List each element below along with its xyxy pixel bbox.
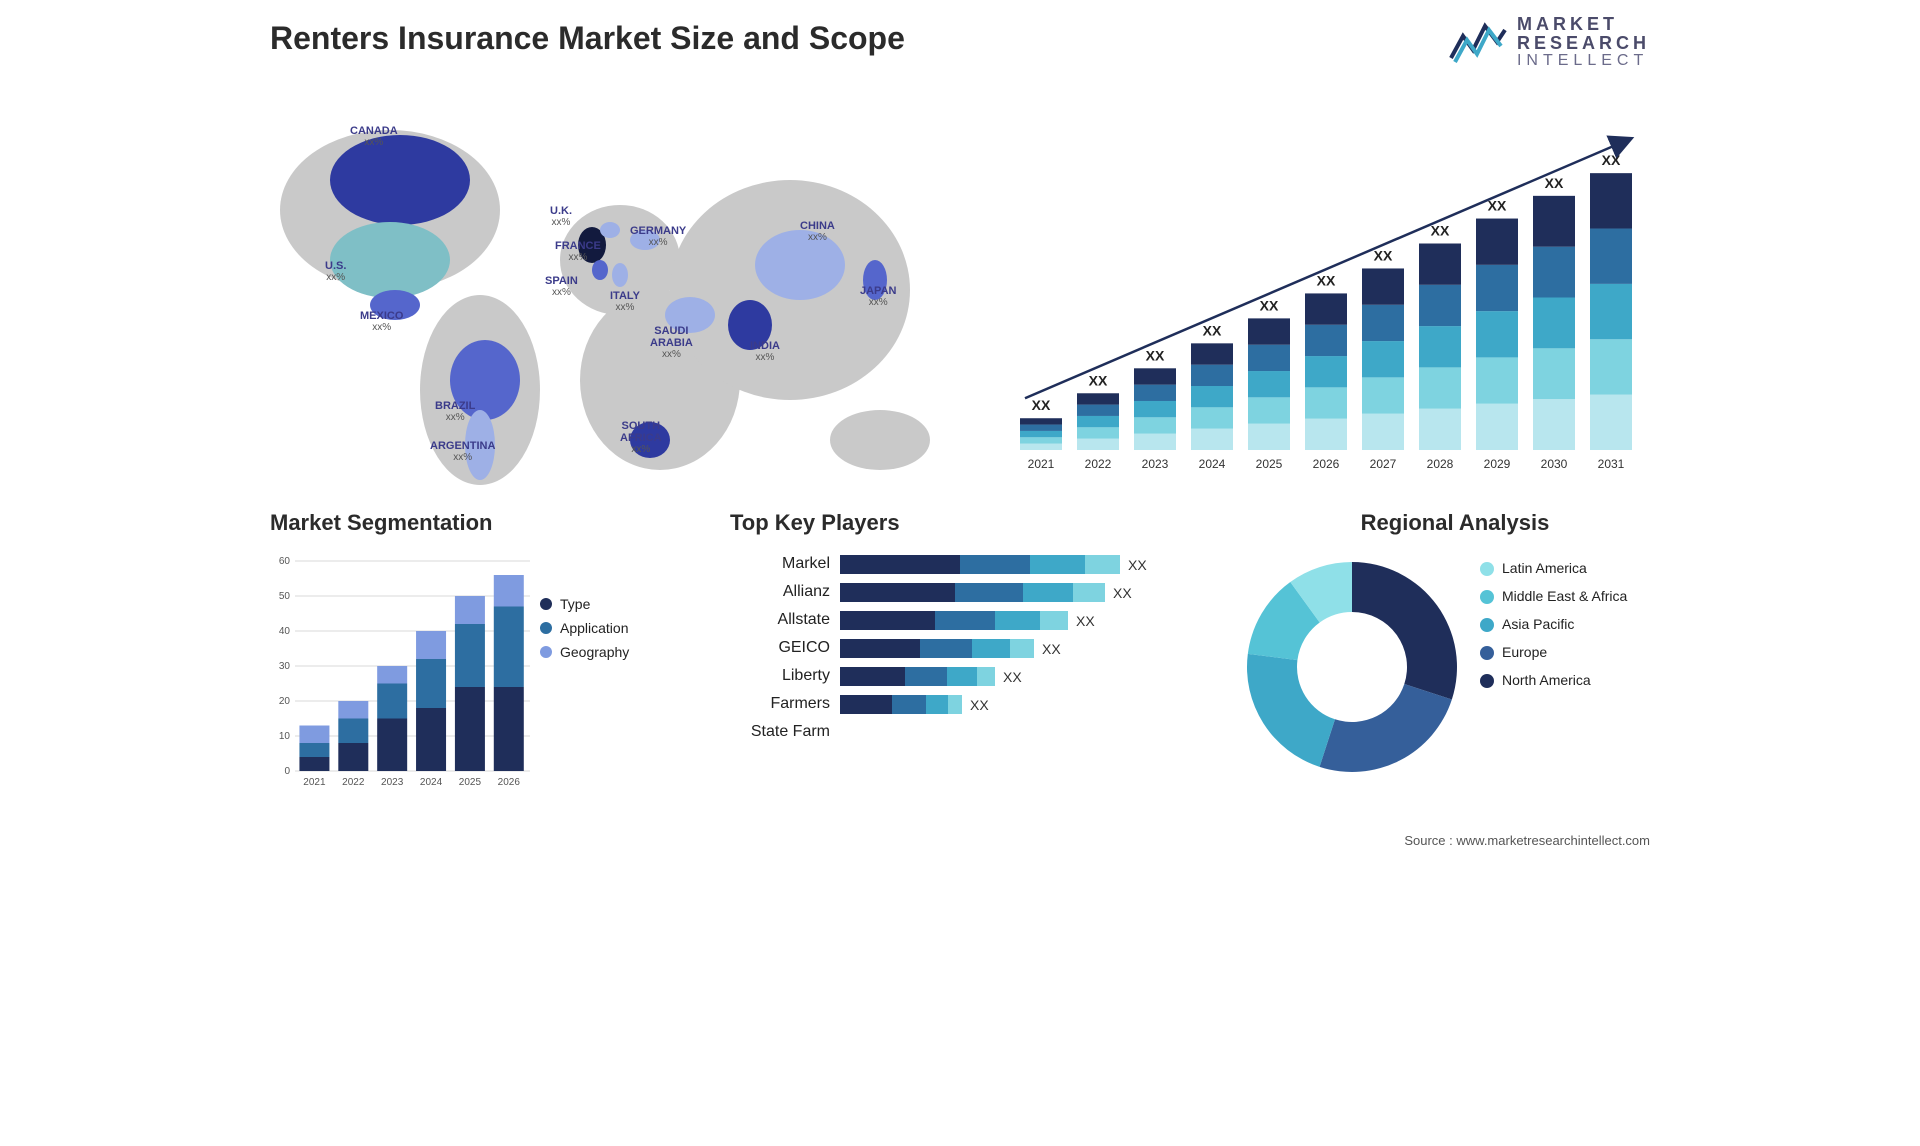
logo-text-3: INTELLECT — [1517, 53, 1650, 70]
map-label-south-africa: SOUTHAFRICAxx% — [620, 420, 662, 455]
svg-text:2026: 2026 — [1313, 457, 1340, 471]
svg-text:XX: XX — [1146, 347, 1165, 363]
svg-text:2022: 2022 — [1085, 457, 1112, 471]
logo-text-1: MARKET — [1517, 15, 1650, 34]
svg-text:2024: 2024 — [1199, 457, 1226, 471]
seg-legend-item: Geography — [540, 644, 629, 660]
map-label-japan: JAPANxx% — [860, 285, 896, 308]
svg-text:XX: XX — [1545, 175, 1564, 191]
svg-text:XX: XX — [1374, 247, 1393, 263]
map-label-brazil: BRAZILxx% — [435, 400, 475, 423]
segmentation-section: Market Segmentation 0 10 20 30 40 50 60 2021 202… — [270, 510, 710, 796]
svg-text:0: 0 — [284, 766, 290, 777]
svg-text:2021: 2021 — [1028, 457, 1055, 471]
svg-text:2024: 2024 — [420, 777, 443, 788]
map-label-mexico: MEXICOxx% — [360, 310, 403, 333]
map-label-canada: CANADAxx% — [350, 125, 398, 148]
region-legend-item: Asia Pacific — [1480, 616, 1627, 632]
svg-text:2023: 2023 — [1142, 457, 1169, 471]
svg-text:10: 10 — [279, 731, 291, 742]
map-label-argentina: ARGENTINAxx% — [430, 440, 495, 463]
regional-legend: Latin America Middle East & Africa Asia Pa… — [1480, 560, 1627, 700]
segmentation-title: Market Segmentation — [270, 510, 710, 536]
svg-text:2022: 2022 — [342, 777, 365, 788]
regional-donut-chart — [1240, 555, 1465, 780]
seg-legend-item: Application — [540, 620, 629, 636]
player-bar-row: XX — [840, 555, 1190, 574]
player-name: Markel — [730, 550, 830, 578]
svg-text:40: 40 — [279, 626, 291, 637]
svg-text:XX: XX — [1317, 272, 1336, 288]
segmentation-legend: Type Application Geography — [540, 596, 629, 668]
region-legend-item: Middle East & Africa — [1480, 588, 1627, 604]
map-label-spain: SPAINxx% — [545, 275, 578, 298]
player-bar-row: XX — [840, 695, 1190, 714]
logo-icon — [1449, 18, 1507, 66]
player-name: Farmers — [730, 690, 830, 718]
player-bar-row: XX — [840, 611, 1190, 630]
region-legend-item: North America — [1480, 672, 1627, 688]
svg-text:2025: 2025 — [459, 777, 482, 788]
map-label-china: CHINAxx% — [800, 220, 835, 243]
map-label-france: FRANCExx% — [555, 240, 601, 263]
map-label-u-k-: U.K.xx% — [550, 205, 572, 228]
svg-text:2023: 2023 — [381, 777, 404, 788]
regional-title: Regional Analysis — [1240, 510, 1670, 536]
brand-logo: MARKET RESEARCH INTELLECT — [1449, 15, 1650, 70]
svg-text:2027: 2027 — [1370, 457, 1397, 471]
svg-text:2026: 2026 — [498, 777, 521, 788]
player-name: State Farm — [730, 718, 830, 746]
svg-text:2021: 2021 — [303, 777, 326, 788]
svg-text:2031: 2031 — [1598, 457, 1625, 471]
player-name: Liberty — [730, 662, 830, 690]
player-bar-row: XX — [840, 639, 1190, 658]
region-legend-item: Latin America — [1480, 560, 1627, 576]
map-label-india: INDIAxx% — [750, 340, 780, 363]
player-bar-row: XX — [840, 667, 1190, 686]
player-name: Allianz — [730, 578, 830, 606]
svg-text:2025: 2025 — [1256, 457, 1283, 471]
svg-text:50: 50 — [279, 591, 291, 602]
svg-text:XX: XX — [1602, 152, 1621, 168]
player-name: Allstate — [730, 606, 830, 634]
region-legend-item: Europe — [1480, 644, 1627, 660]
svg-text:30: 30 — [279, 661, 291, 672]
players-name-list: MarkelAllianzAllstateGEICOLibertyFarmers… — [730, 550, 830, 746]
seg-legend-item: Type — [540, 596, 629, 612]
svg-text:60: 60 — [279, 556, 291, 567]
players-title: Top Key Players — [730, 510, 1200, 536]
svg-text:XX: XX — [1089, 372, 1108, 388]
page-title: Renters Insurance Market Size and Scope — [270, 20, 905, 57]
svg-text:XX: XX — [1431, 223, 1450, 239]
svg-text:2028: 2028 — [1427, 457, 1454, 471]
regional-section: Regional Analysis — [1240, 510, 1670, 536]
logo-text-2: RESEARCH — [1517, 34, 1650, 53]
players-bar-chart: XX XX XX XX XX XX — [840, 555, 1190, 723]
map-label-germany: GERMANYxx% — [630, 225, 686, 248]
svg-text:2029: 2029 — [1484, 457, 1511, 471]
map-label-saudi-arabia: SAUDIARABIAxx% — [650, 325, 693, 360]
map-label-italy: ITALYxx% — [610, 290, 640, 313]
world-map: CANADAxx% U.S.xx% MEXICOxx% BRAZILxx% ARGENT… — [270, 100, 970, 490]
svg-text:XX: XX — [1203, 322, 1222, 338]
source-attribution: Source : www.marketresearchintellect.com — [1404, 833, 1650, 848]
svg-text:XX: XX — [1260, 297, 1279, 313]
svg-text:XX: XX — [1032, 397, 1051, 413]
map-label-u-s-: U.S.xx% — [325, 260, 346, 283]
svg-text:20: 20 — [279, 696, 291, 707]
players-section: Top Key Players — [730, 510, 1200, 536]
player-name: GEICO — [730, 634, 830, 662]
svg-text:2030: 2030 — [1541, 457, 1568, 471]
player-bar-row: XX — [840, 583, 1190, 602]
growth-bar-chart: XX 2021 XX 2022 XX 2023 XX 2024 XX 2025 XX 2026 XX 20… — [1010, 100, 1650, 490]
